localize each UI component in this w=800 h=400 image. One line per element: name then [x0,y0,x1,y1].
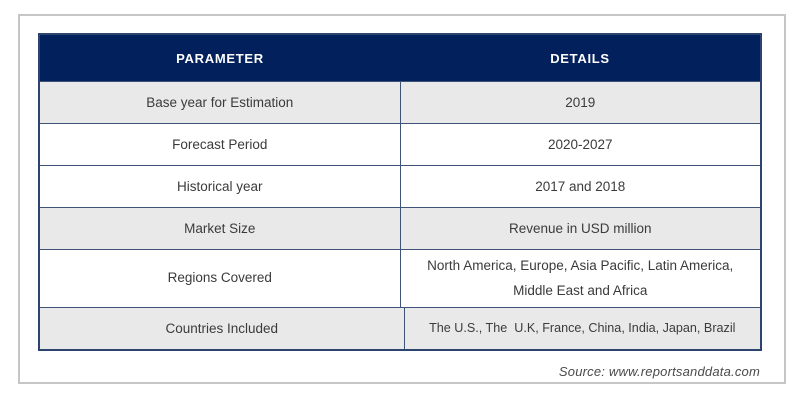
parameter-cell: Countries Included [165,320,279,336]
table-row-base-year: Base year for Estimation 2019 [40,81,760,123]
details-cell: 2020-2027 [399,124,761,165]
source-attribution: Source: www.reportsanddata.com [558,364,760,379]
parameter-cell: Forecast Period [172,136,268,152]
table-row-countries-included: Countries Included The U.S., The U.K, Fr… [40,307,760,349]
column-header-parameter: PARAMETER [176,50,264,66]
details-cell: The U.S., The U.K, France, China, India,… [403,308,761,349]
column-header-details: DETAILS [550,50,610,66]
table-row-forecast-period: Forecast Period 2020-2027 [40,123,760,165]
table-row-regions-covered: Regions Covered North America, Europe, A… [40,249,760,307]
report-scope-table: PARAMETER DETAILS Base year for Estimati… [38,33,762,351]
content-frame: PARAMETER DETAILS Base year for Estimati… [18,14,786,384]
table-row-market-size: Market Size Revenue in USD million [40,207,760,249]
parameter-cell: Regions Covered [167,270,272,286]
parameter-cell: Historical year [176,178,263,194]
table-row-historical-year: Historical year 2017 and 2018 [40,165,760,207]
details-cell: 2019 [399,82,761,123]
table-header-row: PARAMETER DETAILS [40,35,760,81]
details-cell: North America, Europe, Asia Pacific, Lat… [399,250,761,307]
parameter-cell: Market Size [184,220,256,236]
details-cell: Revenue in USD million [399,208,761,249]
parameter-cell: Base year for Estimation [146,94,294,110]
details-cell: 2017 and 2018 [399,166,761,207]
